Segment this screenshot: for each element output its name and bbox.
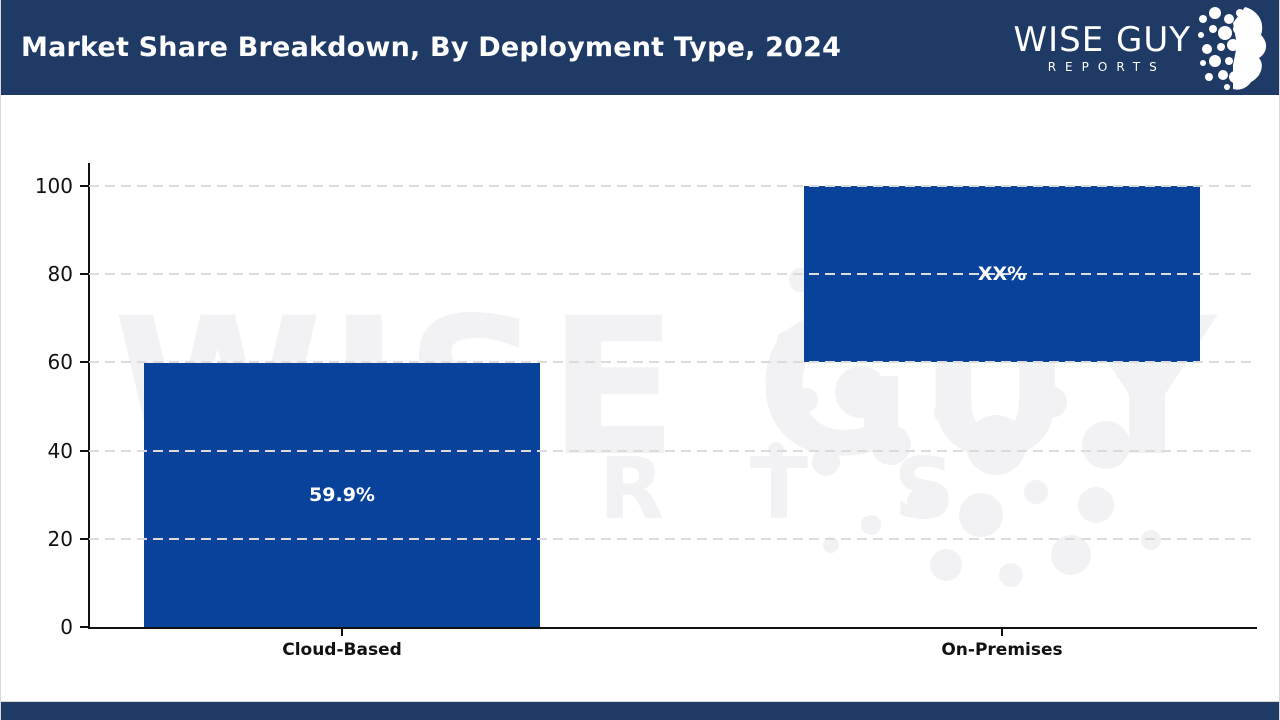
y-tick-label: 0	[60, 615, 73, 639]
gridline-100	[89, 185, 1255, 187]
y-tick-mark	[80, 449, 89, 452]
y-tick-mark	[80, 273, 89, 276]
y-tick-mark	[80, 361, 89, 364]
chart-area: WISE GUY R T S 0 20 40 60 80 100 59.9% Cloud-Ba…	[1, 95, 1279, 702]
gridline-20	[89, 537, 1255, 540]
header: Market Share Breakdown, By Deployment Ty…	[1, 0, 1279, 95]
logo: WISE GUY REPORTS	[1013, 5, 1267, 91]
x-tick-mark	[341, 629, 343, 636]
logo-subtitle: REPORTS	[1047, 59, 1166, 74]
y-axis-line	[88, 163, 90, 629]
y-tick-mark	[80, 185, 89, 187]
y-tick-label: 20	[47, 526, 73, 551]
page-title: Market Share Breakdown, By Deployment Ty…	[21, 32, 842, 63]
logo-wordmark: WISE GUY	[1013, 19, 1191, 60]
gridline-60	[89, 361, 1255, 364]
gridline-80	[89, 273, 1255, 276]
logo-text: WISE GUY REPORTS	[1013, 23, 1191, 73]
gridline-40	[89, 449, 1255, 452]
y-tick-label: 60	[47, 350, 73, 375]
y-tick-label: 100	[34, 174, 73, 198]
bar-cloud-based	[144, 362, 540, 627]
x-tick-mark	[1001, 629, 1003, 636]
y-tick-label: 80	[47, 262, 73, 287]
bar-value-label: 59.9%	[309, 483, 375, 506]
x-category-label: Cloud-Based	[282, 640, 402, 660]
x-axis-line	[88, 627, 1257, 629]
y-tick-label: 40	[47, 438, 73, 463]
bar-value-label: XX%	[977, 263, 1027, 286]
x-category-label: On-Premises	[941, 640, 1063, 660]
footer-bar	[1, 702, 1279, 720]
y-tick-mark	[80, 626, 89, 628]
logo-face-icon	[1198, 6, 1267, 90]
y-tick-mark	[80, 537, 89, 540]
